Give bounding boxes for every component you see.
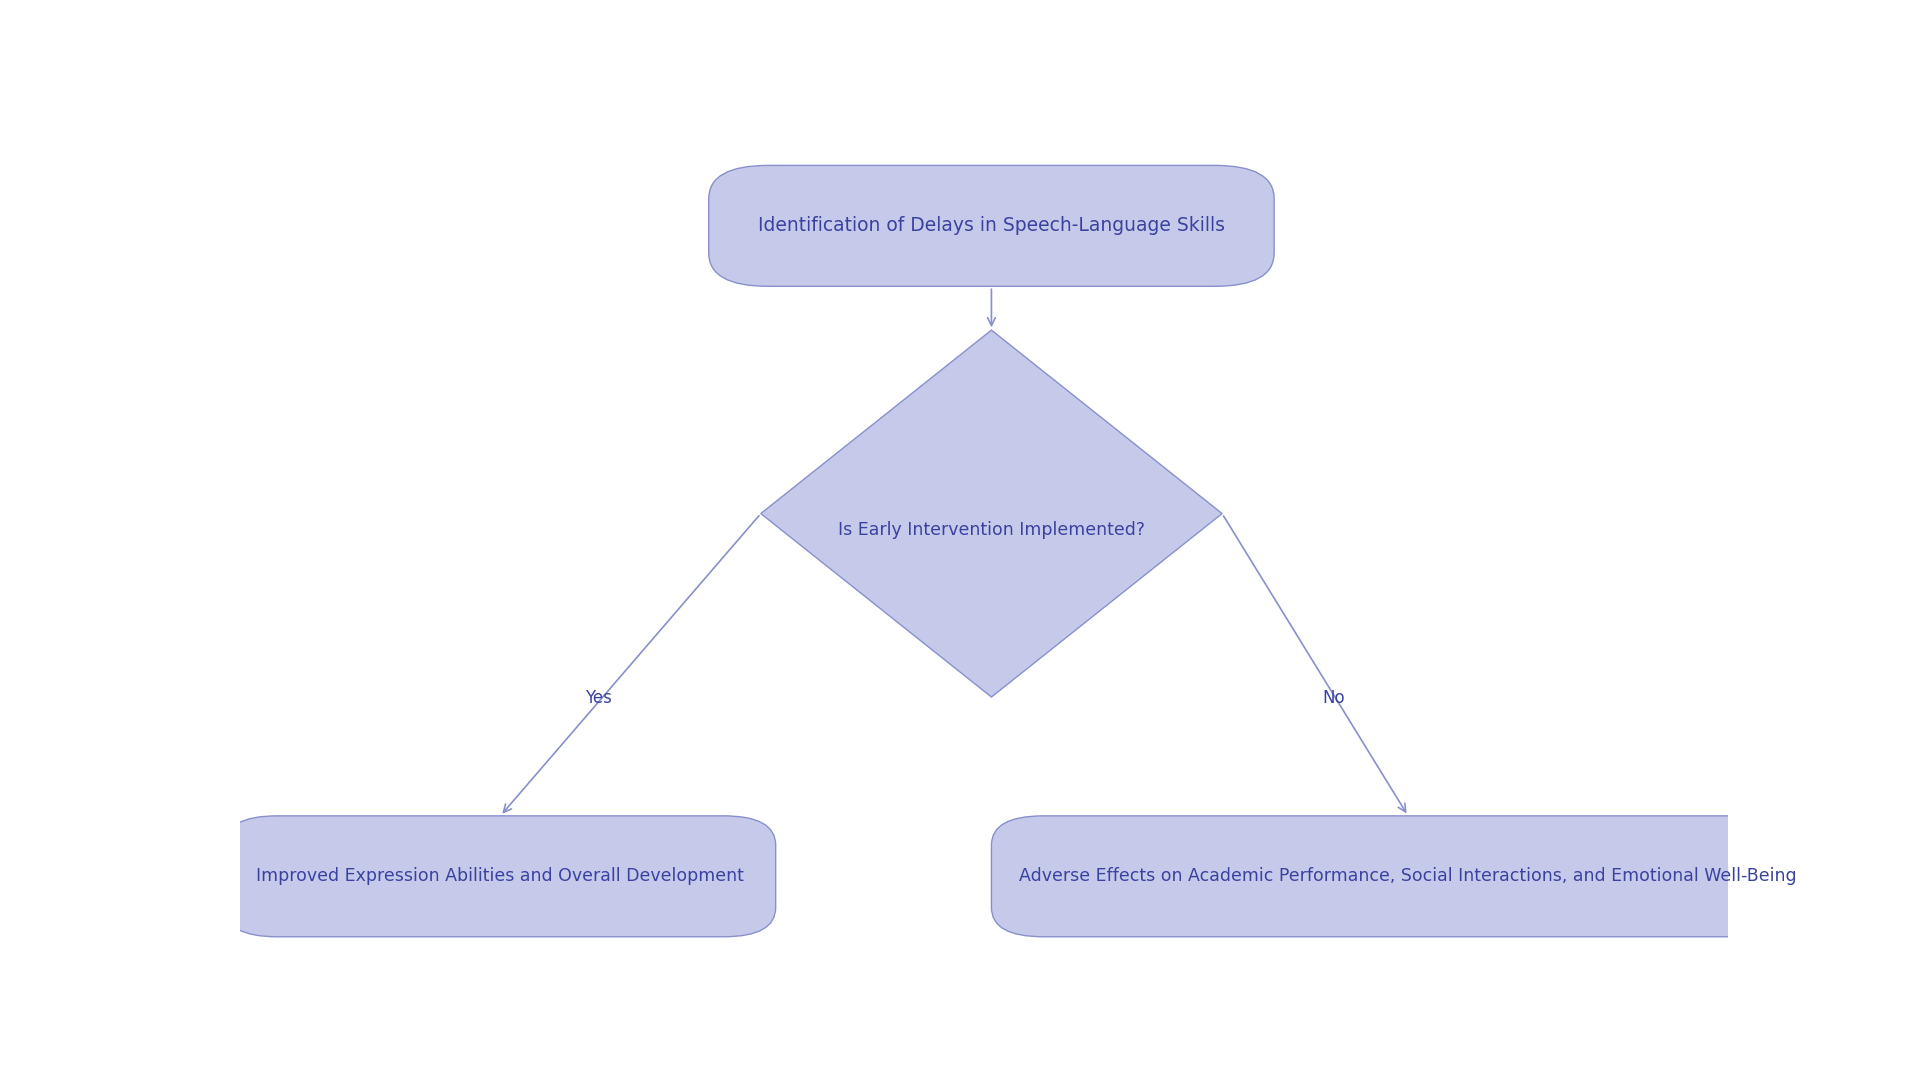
Text: Improved Expression Abilities and Overall Development: Improved Expression Abilities and Overal… (257, 867, 745, 885)
Text: Identification of Delays in Speech-Language Skills: Identification of Delays in Speech-Langu… (758, 217, 1225, 235)
FancyBboxPatch shape (225, 815, 776, 937)
Text: Yes: Yes (586, 689, 612, 707)
Text: Adverse Effects on Academic Performance, Social Interactions, and Emotional Well: Adverse Effects on Academic Performance,… (1020, 867, 1797, 885)
FancyBboxPatch shape (991, 815, 1824, 937)
Text: No: No (1323, 689, 1346, 707)
FancyBboxPatch shape (708, 166, 1275, 286)
Polygon shape (760, 330, 1221, 697)
Text: Is Early Intervention Implemented?: Is Early Intervention Implemented? (837, 521, 1144, 539)
